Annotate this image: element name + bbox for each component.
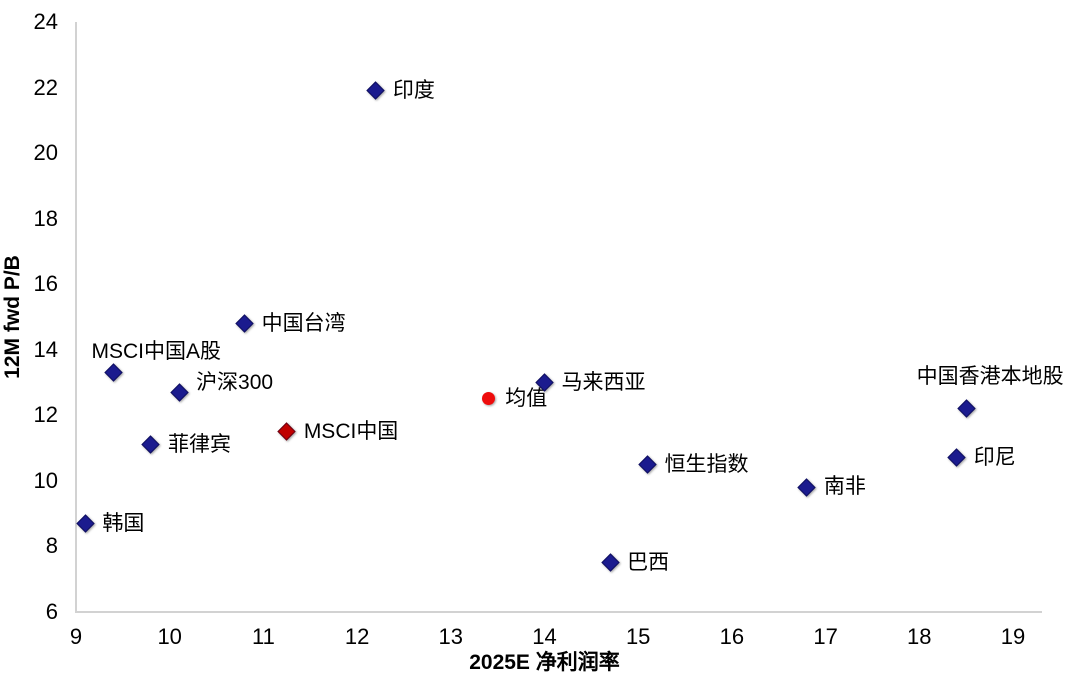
y-axis-line — [75, 22, 77, 613]
data-point-marker — [277, 422, 297, 441]
x-axis-line — [76, 611, 1042, 613]
x-tick-label: 12 — [344, 624, 370, 649]
x-tick-label: 10 — [157, 624, 182, 649]
x-tick-label: 18 — [907, 624, 932, 649]
y-tick-label: 10 — [33, 467, 58, 493]
x-axis-title: 2025E 净利润率 — [469, 651, 620, 674]
data-point-marker — [235, 314, 254, 333]
y-tick-label: 24 — [33, 9, 58, 34]
data-point-label: MSCI中国A股 — [91, 339, 221, 363]
data-point-marker — [366, 81, 386, 101]
data-point-label: 南非 — [823, 475, 866, 499]
x-tick-label: 9 — [69, 624, 83, 649]
data-point-label: 马来西亚 — [561, 370, 646, 394]
x-tick-label: 15 — [625, 624, 651, 649]
data-point-label: 巴西 — [627, 550, 670, 574]
data-point-marker — [535, 373, 554, 392]
y-tick-label: 8 — [45, 533, 58, 559]
y-tick-label: 16 — [33, 271, 58, 297]
data-point-marker — [956, 399, 976, 418]
x-tick-label: 14 — [532, 624, 557, 649]
data-point-marker — [169, 383, 189, 402]
data-point-marker — [600, 553, 620, 573]
x-tick-label: 11 — [251, 624, 275, 649]
y-tick-label: 14 — [33, 336, 58, 362]
mean-point-marker — [481, 392, 495, 406]
data-point-label: MSCI中国 — [303, 419, 399, 443]
x-tick-label: 13 — [438, 624, 464, 649]
y-tick-label: 18 — [33, 205, 58, 231]
data-point-label: 印尼 — [973, 445, 1016, 469]
x-tick-label: 19 — [1000, 624, 1026, 649]
data-point-label: 中国台湾 — [261, 311, 346, 335]
data-point-label: 韩国 — [102, 511, 145, 535]
data-point-marker — [141, 435, 161, 455]
data-point-marker — [76, 514, 95, 533]
data-point-marker — [104, 363, 123, 382]
data-point-label: 沪深300 — [196, 371, 274, 395]
y-tick-label: 22 — [33, 74, 58, 100]
data-point-marker — [947, 448, 966, 468]
y-tick-label: 12 — [33, 402, 58, 428]
data-point-label: 印度 — [392, 78, 435, 102]
x-tick-label: 16 — [719, 624, 745, 649]
data-point-label: 中国香港本地股 — [916, 364, 1064, 388]
data-point-marker — [797, 478, 817, 497]
x-tick-label: 17 — [813, 624, 838, 649]
y-tick-label: 6 — [45, 599, 58, 624]
y-tick-label: 20 — [33, 140, 58, 166]
data-point-label: 菲律宾 — [167, 432, 231, 456]
data-point-label: 均值 — [505, 386, 548, 410]
data-point-marker — [638, 455, 657, 474]
data-point-label: 恒生指数 — [664, 452, 749, 476]
